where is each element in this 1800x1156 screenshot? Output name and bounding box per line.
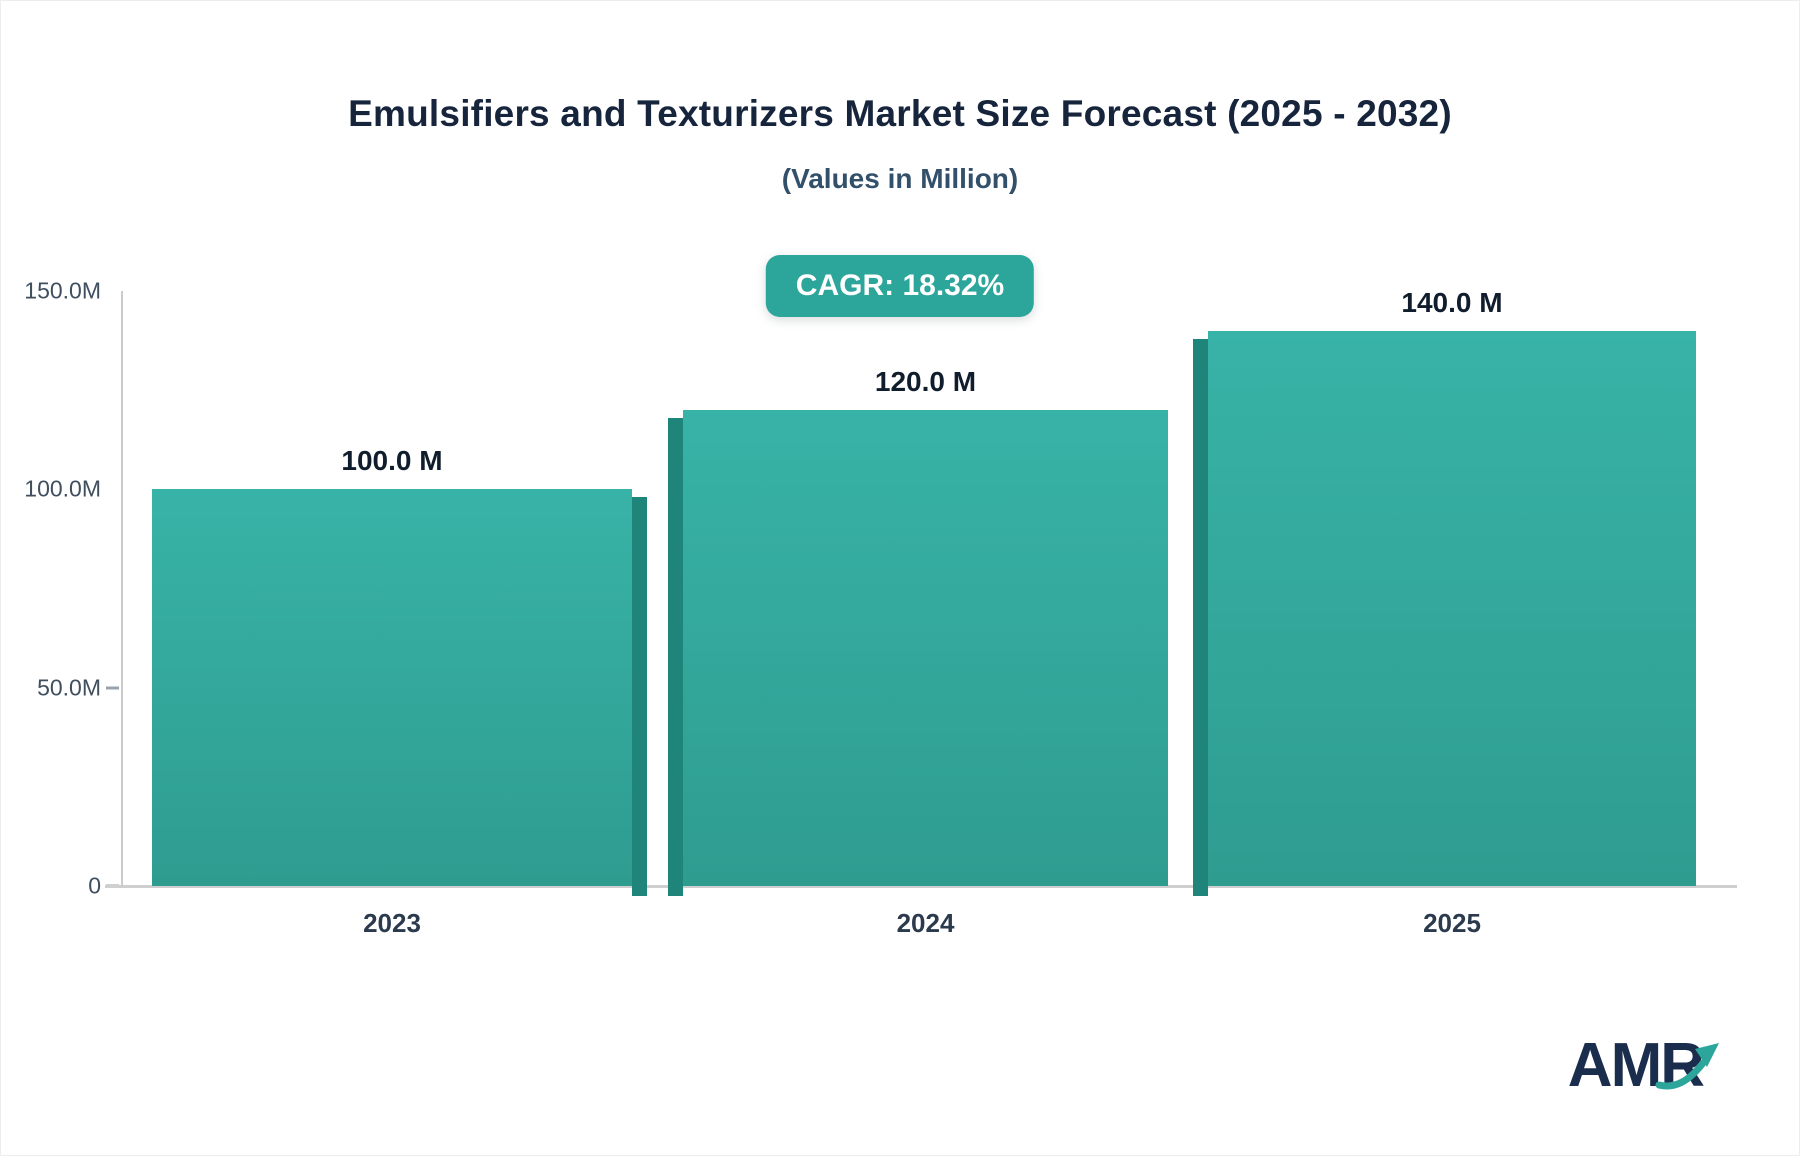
y-tick-mark-50 [106, 686, 119, 690]
x-axis-line [105, 885, 1737, 888]
bar-value-label: 100.0 M [341, 445, 443, 477]
plot-area: 100.0 M 2023 120.0 M 2024 140.0 M 2025 [121, 287, 1736, 938]
bar-side-face [668, 418, 683, 896]
bar-group-2024: 120.0 M 2024 [668, 291, 1168, 938]
bar-value-label: 120.0 M [874, 366, 977, 397]
bar-2023: 100.0 M [152, 445, 647, 896]
bar-value-label: 140.0 M [1401, 286, 1503, 318]
bar-side-face [1193, 338, 1208, 896]
x-tick-label-2024: 2024 [896, 908, 955, 938]
chart-subtitle: (Values in Million) [781, 163, 1019, 194]
x-tick-label-2023: 2023 [363, 908, 421, 938]
y-tick-label-150: 150.0M [24, 277, 101, 304]
amr-logo-text: AMR [1567, 1031, 1705, 1100]
bar-2024: 120.0 M [668, 366, 1168, 896]
bar-side-face [632, 497, 647, 896]
amr-logo: AMR [1567, 1031, 1719, 1100]
y-tick-label-100: 100.0M [24, 475, 101, 502]
y-tick-label-50: 50.0M [37, 674, 101, 701]
cagr-badge: CAGR: 18.32% [765, 255, 1035, 317]
bar-group-2025: 140.0 M 2025 [1193, 287, 1696, 938]
chart-title: Emulsifiers and Texturizers Market Size … [348, 93, 1452, 134]
growth-arrow-icon [1655, 1043, 1719, 1090]
y-tick-label-0: 0 [88, 872, 101, 899]
x-tick-label-2025: 2025 [1423, 908, 1481, 938]
bar-group-2023: 100.0 M 2023 [152, 291, 647, 938]
y-axis: 150.0M 100.0M 50.0M 0 [9, 278, 121, 899]
bar-2025: 140.0 M [1193, 287, 1696, 896]
